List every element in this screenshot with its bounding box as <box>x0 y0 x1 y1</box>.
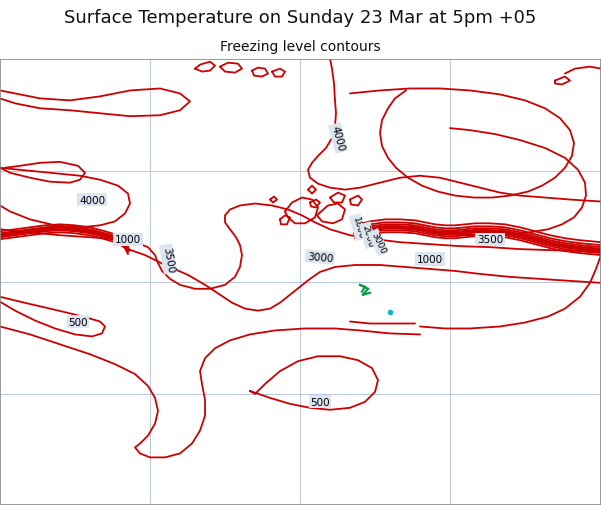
Text: 3000: 3000 <box>369 230 387 255</box>
Text: 2000: 2000 <box>361 224 375 248</box>
Text: 4000: 4000 <box>79 195 105 205</box>
Text: 1000: 1000 <box>417 255 443 265</box>
Text: 1800: 1800 <box>350 216 365 240</box>
Text: Surface Temperature on Sunday 23 Mar at 5pm +05: Surface Temperature on Sunday 23 Mar at … <box>64 9 537 27</box>
Text: 500: 500 <box>310 397 330 407</box>
Text: 3000: 3000 <box>307 251 334 264</box>
Text: 1000: 1000 <box>115 235 141 245</box>
Text: 3500: 3500 <box>161 246 175 273</box>
Text: 500: 500 <box>68 317 88 327</box>
Text: 3500: 3500 <box>477 235 503 245</box>
Text: 4000: 4000 <box>330 125 346 153</box>
Text: Freezing level contours: Freezing level contours <box>220 39 381 54</box>
